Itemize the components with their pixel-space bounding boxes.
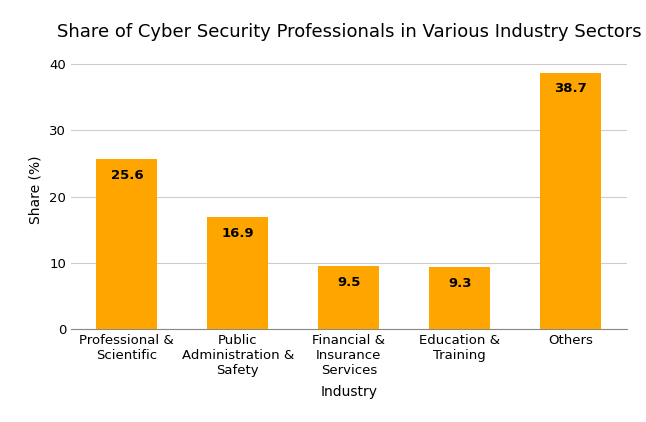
Text: 25.6: 25.6 bbox=[110, 169, 143, 182]
Text: 38.7: 38.7 bbox=[554, 82, 587, 95]
Y-axis label: Share (%): Share (%) bbox=[28, 156, 43, 224]
Text: 9.5: 9.5 bbox=[337, 276, 360, 289]
Text: 16.9: 16.9 bbox=[222, 227, 254, 240]
Bar bbox=[96, 160, 158, 329]
Text: 9.3: 9.3 bbox=[448, 277, 472, 290]
Bar bbox=[318, 266, 379, 329]
X-axis label: Industry: Industry bbox=[320, 385, 377, 399]
Title: Share of Cyber Security Professionals in Various Industry Sectors: Share of Cyber Security Professionals in… bbox=[57, 23, 641, 41]
Bar bbox=[207, 217, 268, 329]
Bar bbox=[430, 268, 490, 329]
Bar bbox=[540, 73, 601, 329]
